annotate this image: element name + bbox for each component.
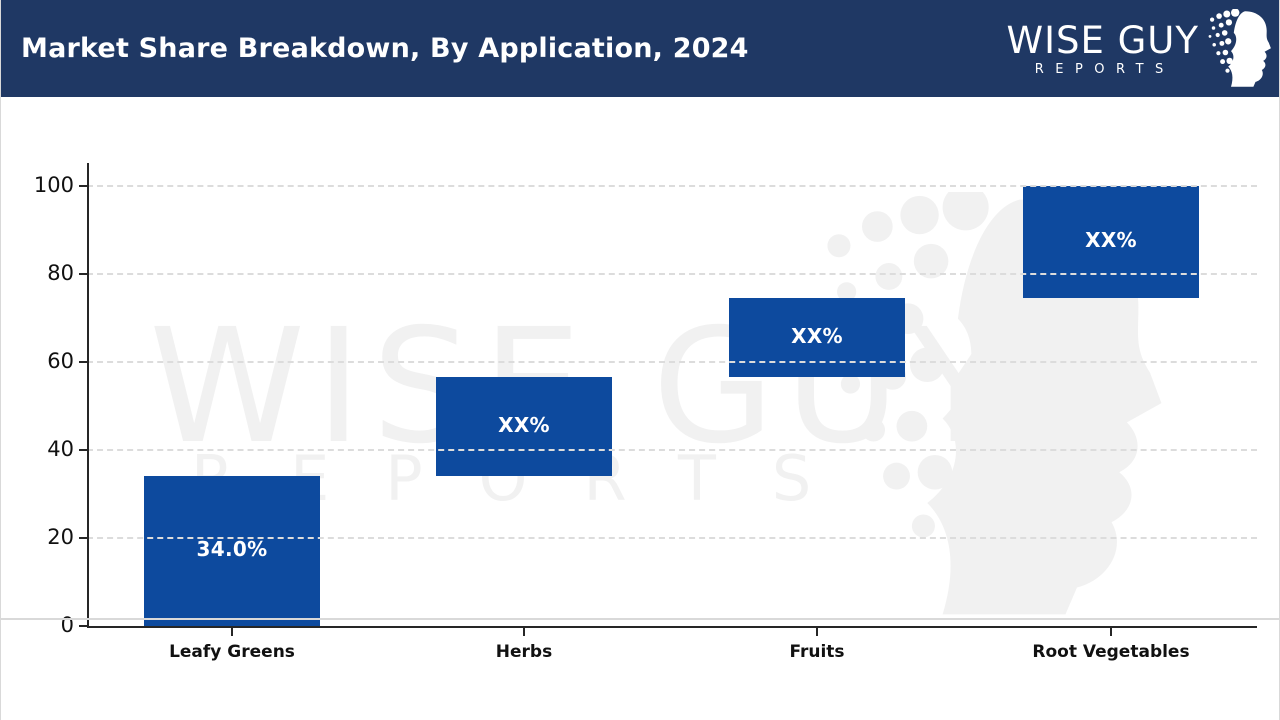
chart-title: Market Share Breakdown, By Application, … [21, 33, 749, 64]
bar-fruits: XX% [729, 298, 905, 378]
logo-name: WISE GUY [1006, 18, 1199, 62]
x-tick-mark [231, 628, 233, 636]
gridline-80 [87, 273, 1257, 275]
y-tick-mark [79, 449, 87, 451]
gridline-60 [87, 361, 1257, 363]
y-tick-mark [79, 625, 87, 627]
x-tick-label: Fruits [789, 642, 845, 662]
y-tick-mark [79, 185, 87, 187]
axis-y [87, 163, 89, 628]
bottom-divider [1, 618, 1279, 620]
logo-tagline: REPORTS [1034, 61, 1175, 77]
y-tick-mark [79, 537, 87, 539]
bar-root-vegetables: XX% [1023, 186, 1199, 299]
x-tick-label: Root Vegetables [1032, 642, 1190, 662]
y-tick-label: 80 [47, 261, 74, 285]
y-tick-label: 0 [60, 613, 74, 637]
x-tick-label: Leafy Greens [169, 642, 295, 662]
y-tick-label: 60 [47, 349, 74, 373]
x-tick-mark [1110, 628, 1112, 636]
y-tick-mark [79, 361, 87, 363]
bar-value-label: XX% [791, 323, 843, 348]
bar-value-label: XX% [498, 412, 550, 437]
x-tick-mark [523, 628, 525, 636]
y-tick-mark [79, 273, 87, 275]
bar-herbs: XX% [436, 377, 612, 477]
header-bar: Market Share Breakdown, By Application, … [1, 0, 1279, 97]
bar-leafy-greens: 34.0% [144, 476, 320, 626]
y-tick-label: 20 [47, 525, 74, 549]
brand-logo: WISE GUY REPORTS [1007, 0, 1273, 97]
gridline-40 [87, 449, 1257, 451]
y-tick-label: 40 [47, 437, 74, 461]
chart-area: WISE GUY REPORTS 34.0% XX% XX% XX% 0 20 40 60 80… [1, 97, 1279, 720]
x-tick-mark [816, 628, 818, 636]
bar-value-label: XX% [1085, 228, 1137, 253]
logo-wordmark: WISE GUY REPORTS [1007, 22, 1199, 76]
y-tick-label: 100 [33, 173, 74, 197]
x-tick-label: Herbs [495, 642, 553, 662]
logo-face-icon [1208, 8, 1271, 87]
axis-x [87, 626, 1257, 628]
gridline-100 [87, 185, 1257, 187]
bar-value-label: 34.0% [196, 537, 268, 562]
gridline-20 [87, 537, 1257, 539]
